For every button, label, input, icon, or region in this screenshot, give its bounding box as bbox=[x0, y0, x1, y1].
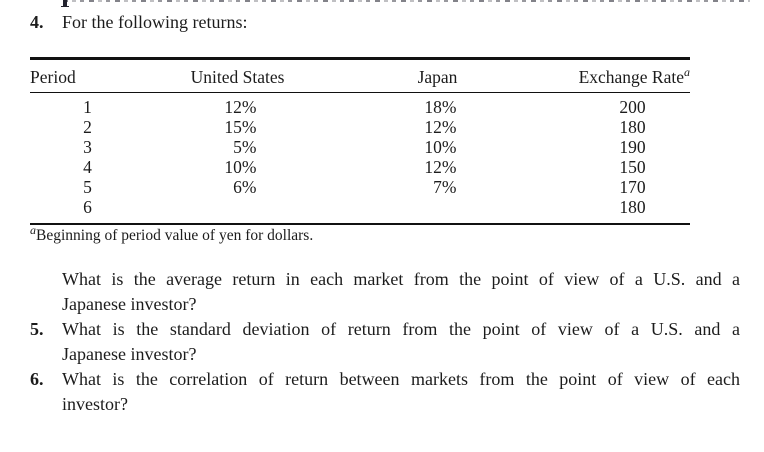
problem-6-question-line-1: What is the correlation of return betwee… bbox=[62, 369, 740, 389]
exchange-rate-cell: 200 bbox=[619, 97, 646, 117]
exchange-rate-cell: 170 bbox=[619, 177, 646, 197]
us-return-cell: 12% bbox=[224, 97, 257, 117]
period-cell: 5 bbox=[83, 177, 92, 197]
column-header-exchange-rate: Exchange Ratea bbox=[545, 58, 690, 93]
problem-6-number: 6. bbox=[30, 369, 44, 389]
problem-6-question-line-2: investor? bbox=[62, 394, 128, 414]
table-row: 1 12% 18% 200 bbox=[30, 93, 690, 117]
column-header-period: Period bbox=[30, 58, 145, 93]
column-header-japan: Japan bbox=[330, 58, 545, 93]
us-return-cell bbox=[145, 197, 330, 224]
table-row: 3 5% 10% 190 bbox=[30, 137, 690, 157]
problem-4-question-line-2: Japanese investor? bbox=[62, 294, 197, 314]
clipped-text-fragment bbox=[63, 0, 750, 2]
problem-4-intro: For the following returns: bbox=[62, 12, 248, 32]
problem-5-question-line-2: Japanese investor? bbox=[62, 344, 197, 364]
us-return-cell: 15% bbox=[224, 117, 257, 137]
footnote-marker: a bbox=[30, 222, 36, 237]
japan-return-cell: 7% bbox=[433, 177, 457, 197]
returns-table: Period United States Japan Exchange Rate… bbox=[30, 57, 690, 225]
table-row: 6 180 bbox=[30, 197, 690, 224]
exchange-rate-cell: 180 bbox=[619, 117, 646, 137]
us-return-cell: 6% bbox=[233, 177, 257, 197]
exchange-rate-footnote-marker: a bbox=[684, 65, 690, 80]
period-cell: 6 bbox=[83, 197, 92, 217]
period-cell: 4 bbox=[83, 157, 92, 177]
column-header-united-states: United States bbox=[145, 58, 330, 93]
table-row: 2 15% 12% 180 bbox=[30, 117, 690, 137]
exchange-rate-cell: 150 bbox=[619, 157, 646, 177]
japan-return-cell: 18% bbox=[424, 97, 457, 117]
clipped-letter-descender bbox=[61, 0, 69, 7]
table-row: 4 10% 12% 150 bbox=[30, 157, 690, 177]
period-cell: 1 bbox=[83, 97, 92, 117]
problem-4-question-line-1: What is the average return in each marke… bbox=[62, 269, 740, 289]
problem-5-question-line-1: What is the standard deviation of return… bbox=[62, 319, 740, 339]
japan-return-cell: 12% bbox=[424, 117, 457, 137]
japan-return-cell bbox=[330, 197, 545, 224]
footnote-text: Beginning of period value of yen for dol… bbox=[36, 227, 314, 244]
us-return-cell: 5% bbox=[233, 137, 257, 157]
returns-table-body: 1 12% 18% 200 2 15% 12% 180 3 5% 10% 190 4 10% 12% 150 5… bbox=[30, 93, 690, 225]
problem-4-number: 4. bbox=[30, 12, 44, 32]
japan-return-cell: 10% bbox=[424, 137, 457, 157]
table-row: 5 6% 7% 170 bbox=[30, 177, 690, 197]
japan-return-cell: 12% bbox=[424, 157, 457, 177]
period-cell: 3 bbox=[83, 137, 92, 157]
table-footnote: aBeginning of period value of yen for do… bbox=[30, 222, 314, 246]
problem-5-number: 5. bbox=[30, 319, 44, 339]
us-return-cell: 10% bbox=[224, 157, 257, 177]
returns-table-header: Period United States Japan Exchange Rate… bbox=[30, 58, 690, 93]
exchange-rate-cell: 180 bbox=[619, 197, 646, 217]
period-cell: 2 bbox=[83, 117, 92, 137]
exchange-rate-cell: 190 bbox=[619, 137, 646, 157]
